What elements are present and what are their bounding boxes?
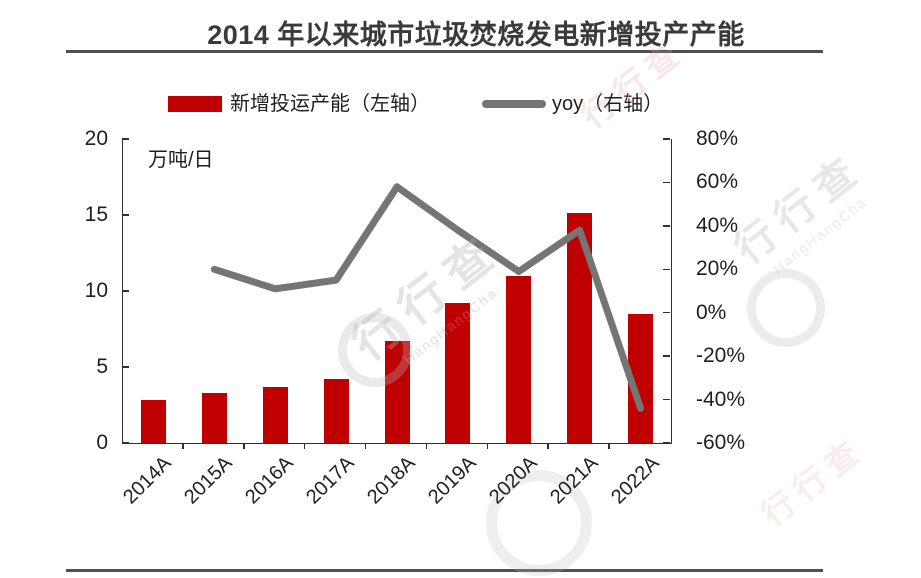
bar-2016A <box>262 386 288 443</box>
right-axis-tick-mark <box>663 225 670 227</box>
x-axis-tick-mark <box>486 443 489 449</box>
right-axis-tick-label: 0% <box>696 300 727 324</box>
left-axis-tick-mark <box>122 214 129 216</box>
left-axis-tick-label: 0 <box>96 431 108 454</box>
right-axis-tick-mark <box>663 181 670 184</box>
left-axis-tick-mark <box>122 366 129 368</box>
bar-2019A <box>445 303 471 443</box>
bar-2015A <box>201 392 227 443</box>
right-axis-tick-mark <box>663 311 670 314</box>
left-axis-tick-label: 5 <box>96 355 108 378</box>
x-axis-tick-mark <box>608 443 610 449</box>
x-axis-tick-mark <box>303 443 306 449</box>
footer-rule <box>66 569 823 572</box>
right-axis-tick-label: -60% <box>696 431 746 454</box>
x-axis-tick-mark <box>364 443 367 449</box>
legend-line-label: yoy（右轴） <box>552 93 664 115</box>
x-axis-tick-mark <box>425 443 428 449</box>
right-axis-tick-mark <box>663 398 670 401</box>
left-axis-tick-mark <box>122 442 129 444</box>
bar-2018A <box>384 341 410 443</box>
plot-area <box>122 139 672 444</box>
x-axis-tick-mark <box>182 443 184 449</box>
right-axis-tick-mark <box>663 442 670 444</box>
right-axis-tick-label: 80% <box>696 127 739 150</box>
title-underline <box>66 50 823 53</box>
legend-line-swatch <box>482 100 546 108</box>
legend-bar-swatch <box>168 96 222 112</box>
x-axis-tick-mark <box>547 443 549 449</box>
right-axis-tick-label: 20% <box>696 257 739 281</box>
x-axis-tick-mark <box>243 443 245 449</box>
yoy-line <box>210 183 645 412</box>
right-axis-tick-label: 60% <box>696 170 739 194</box>
right-axis-tick-mark <box>663 268 670 271</box>
right-axis-tick-mark <box>663 138 670 140</box>
left-axis-tick-mark <box>122 138 129 140</box>
left-axis-tick-label: 10 <box>84 279 108 302</box>
left-axis-tick-label: 20 <box>84 127 108 150</box>
left-axis-tick-label: 15 <box>84 203 108 226</box>
left-axis-unit-label: 万吨/日 <box>148 149 214 171</box>
right-axis-tick-mark <box>663 355 670 357</box>
bar-2014A <box>140 400 166 443</box>
bar-2020A <box>506 275 532 443</box>
bar-2017A <box>323 379 349 443</box>
right-axis-tick-label: 40% <box>696 213 739 237</box>
right-axis-tick-label: -40% <box>696 387 746 411</box>
right-axis-tick-label: -20% <box>696 344 746 368</box>
left-axis-tick-mark <box>122 290 129 292</box>
chart-title: 2014 年以来城市垃圾焚烧发电新增投产产能 <box>207 20 745 50</box>
legend-bar-label: 新增投运产能（左轴） <box>230 93 430 115</box>
